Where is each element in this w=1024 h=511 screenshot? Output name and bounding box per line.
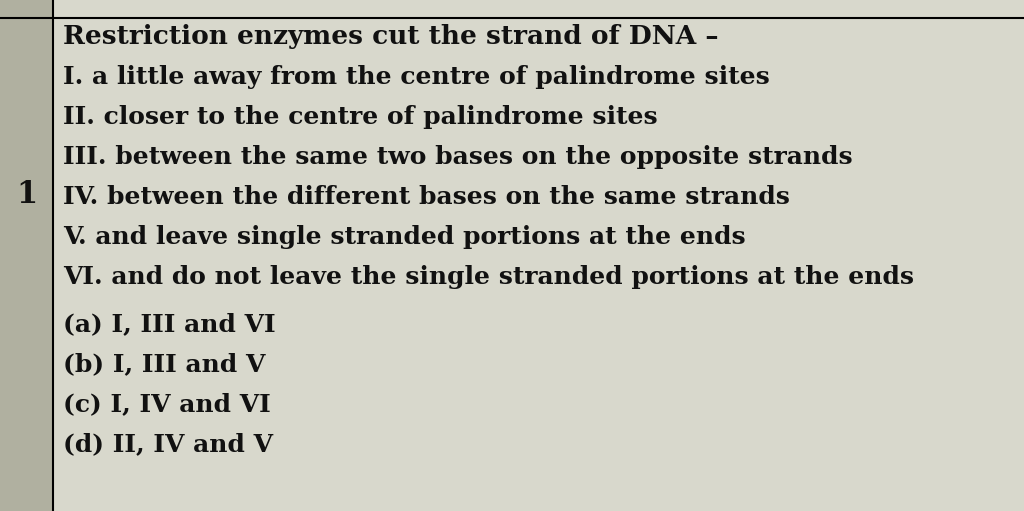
Text: 1: 1 xyxy=(16,179,37,210)
FancyBboxPatch shape xyxy=(0,0,53,511)
Text: III. between the same two bases on the opposite strands: III. between the same two bases on the o… xyxy=(63,145,853,169)
Text: (b) I, III and V: (b) I, III and V xyxy=(63,352,266,376)
FancyBboxPatch shape xyxy=(53,0,1024,511)
Text: V. and leave single stranded portions at the ends: V. and leave single stranded portions at… xyxy=(63,225,746,249)
Text: Restriction enzymes cut the strand of DNA –: Restriction enzymes cut the strand of DN… xyxy=(63,25,719,49)
Text: IV. between the different bases on the same strands: IV. between the different bases on the s… xyxy=(63,185,791,209)
Text: (d) II, IV and V: (d) II, IV and V xyxy=(63,432,273,456)
Text: (c) I, IV and VI: (c) I, IV and VI xyxy=(63,392,271,416)
Text: VI. and do not leave the single stranded portions at the ends: VI. and do not leave the single stranded… xyxy=(63,266,914,289)
Text: II. closer to the centre of palindrome sites: II. closer to the centre of palindrome s… xyxy=(63,105,658,129)
Text: (a) I, III and VI: (a) I, III and VI xyxy=(63,312,276,336)
Text: I. a little away from the centre of palindrome sites: I. a little away from the centre of pali… xyxy=(63,65,770,89)
